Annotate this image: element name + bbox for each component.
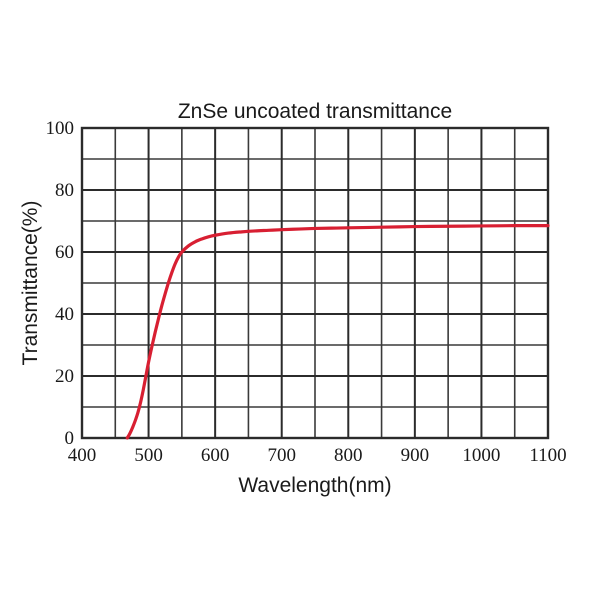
x-tick-label: 900 [401,445,430,466]
y-tick-label: 20 [55,366,74,387]
y-axis-tick-labels: 0 20 40 60 80 100 [46,118,75,449]
y-tick-label: 100 [46,118,75,139]
y-axis-label: Transmittance(%) [19,201,42,366]
x-tick-label: 700 [267,445,296,466]
x-tick-label: 600 [201,445,230,466]
y-tick-label: 60 [55,242,74,263]
x-tick-label: 400 [68,445,97,466]
grid-minor-lines [82,128,548,438]
x-tick-label: 500 [134,445,163,466]
plot-area-frame [80,126,550,440]
y-tick-label: 40 [55,304,74,325]
x-tick-label: 1000 [462,445,500,466]
data-series-line [125,224,550,440]
x-axis-label: Wavelength(nm) [238,474,391,497]
x-tick-label: 1100 [529,445,566,466]
y-tick-label: 80 [55,180,74,201]
y-tick-label: 0 [65,428,75,449]
chart-title: ZnSe uncoated transmittance [178,100,452,123]
x-tick-label: 800 [334,445,363,466]
x-axis-tick-labels: 400 500 600 700 800 900 1000 1100 [68,445,567,466]
